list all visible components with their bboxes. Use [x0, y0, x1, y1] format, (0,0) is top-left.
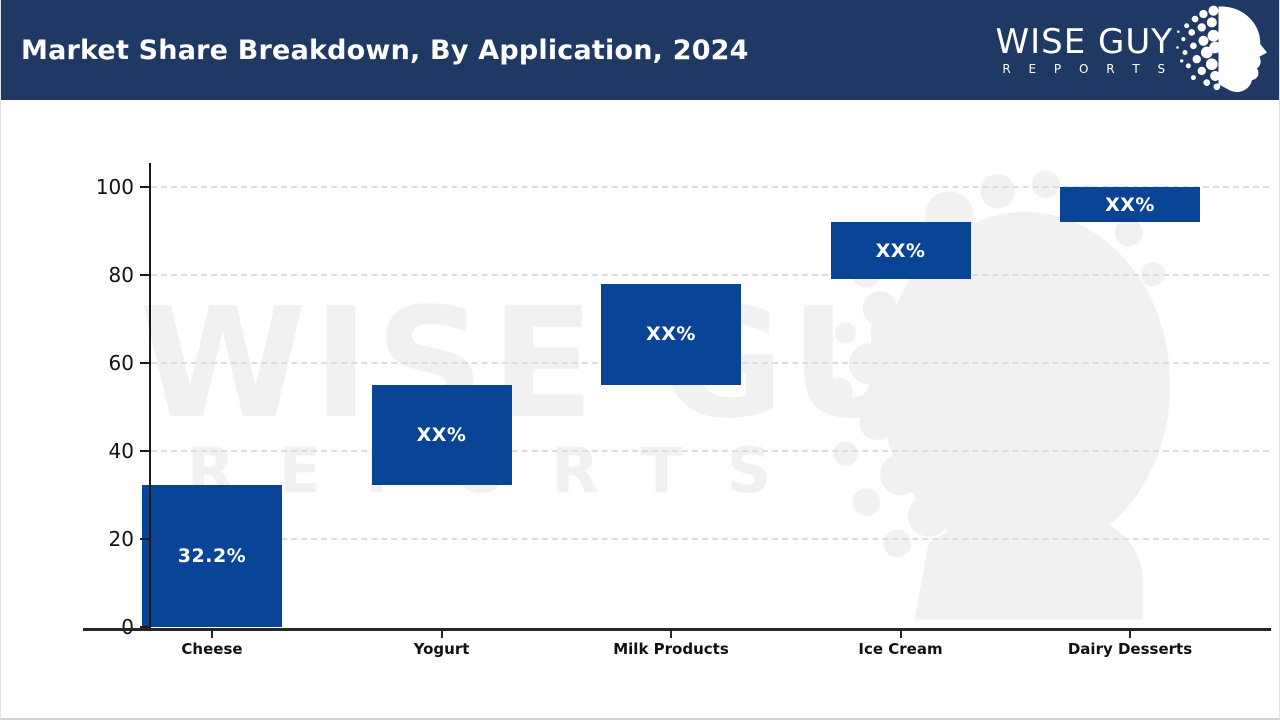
y-axis-tick-label: 80: [108, 263, 134, 287]
bar-value-label: XX%: [416, 424, 467, 447]
y-axis-tick: [140, 362, 149, 364]
bar-value-label: XX%: [875, 239, 926, 262]
bar: XX%: [601, 283, 741, 385]
y-axis-tick-label: 40: [108, 439, 134, 463]
x-axis-tick: [1129, 631, 1131, 638]
y-axis-tick-label: 60: [108, 351, 134, 375]
x-axis-tick: [899, 631, 902, 638]
y-axis-tick: [140, 626, 149, 628]
x-axis-label: Cheese: [181, 640, 243, 658]
page-title: Market Share Breakdown, By Application, …: [21, 34, 749, 66]
x-axis-label: Dairy Desserts: [1067, 640, 1193, 658]
wiseguy-face-icon: [1175, 4, 1267, 96]
logo-subtext: R E P O R T S: [1002, 61, 1173, 76]
bar: 32.2%: [142, 485, 282, 627]
wiseguy-logo: WISE GUY R E P O R T S: [995, 4, 1267, 96]
y-axis-tick: [140, 450, 149, 452]
bar-value-label: XX%: [646, 323, 696, 346]
y-axis-tick: [140, 538, 149, 540]
x-axis-label: Milk Products: [613, 640, 729, 658]
gridline: [151, 186, 1269, 188]
x-axis-tick: [440, 631, 443, 638]
x-axis-label: Yogurt: [413, 640, 470, 658]
bar: XX%: [371, 385, 512, 486]
gridline: [151, 274, 1269, 276]
x-axis-line: [83, 628, 1271, 631]
gridline: [151, 538, 1269, 540]
wiseguy-logo-text: WISE GUY R E P O R T S: [995, 25, 1173, 76]
x-axis-tick: [211, 631, 213, 638]
y-axis-line: [149, 163, 151, 631]
x-axis-label: Ice Cream: [858, 640, 943, 658]
gridline: [151, 450, 1269, 452]
header-bar: Market Share Breakdown, By Application, …: [1, 0, 1279, 100]
bar: XX%: [830, 222, 971, 280]
bar-value-label: XX%: [1105, 193, 1155, 216]
y-axis-tick-label: 0: [121, 615, 134, 639]
bar: XX%: [1060, 187, 1200, 223]
y-axis-tick-label: 100: [95, 175, 134, 199]
watermark-face-icon: [811, 150, 1191, 644]
y-axis-tick: [140, 274, 149, 276]
y-axis-tick: [140, 186, 149, 188]
logo-wordmark: WISE GUY: [995, 21, 1173, 62]
x-axis-tick: [670, 631, 672, 638]
y-axis-tick-label: 20: [108, 527, 134, 551]
bar-value-label: 32.2%: [177, 545, 247, 568]
